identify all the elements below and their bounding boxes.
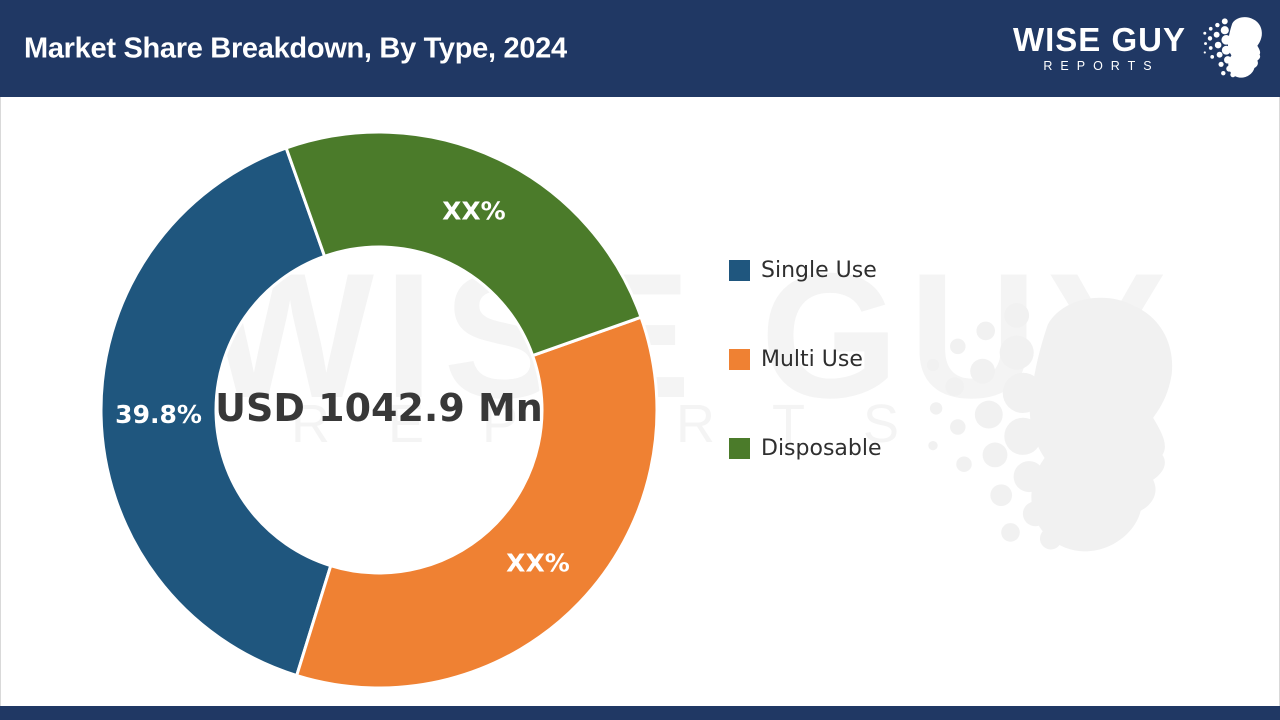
legend-label-disposable: Disposable — [761, 436, 882, 461]
legend-swatch-single-use — [729, 260, 750, 281]
slice-label-multi-use: XX% — [506, 548, 570, 577]
legend-item-multi-use: Multi Use — [729, 347, 882, 372]
wiseguy-logo: WISE GUY REPORTS — [1013, 10, 1264, 86]
legend-label-multi-use: Multi Use — [761, 347, 863, 372]
chart-legend: Single Use Multi Use Disposable — [729, 258, 882, 461]
slice-label-disposable: XX% — [442, 196, 506, 225]
donut-center-value: USD 1042.9 Mn — [215, 386, 543, 430]
legend-swatch-multi-use — [729, 349, 750, 370]
logo-brand-subtitle: REPORTS — [1043, 59, 1160, 74]
legend-item-disposable: Disposable — [729, 436, 882, 461]
legend-label-single-use: Single Use — [761, 258, 877, 283]
wiseguy-logo-text: WISE GUY REPORTS — [1013, 23, 1186, 73]
slice-label-single-use: 39.8% — [115, 400, 202, 429]
legend-item-single-use: Single Use — [729, 258, 882, 283]
chart-canvas: WISE GUY REPORTS 39.8%XX%XX% USD 1042.9 … — [0, 97, 1280, 706]
donut-slice-multi-use — [295, 315, 659, 690]
footer-bar — [0, 706, 1280, 720]
legend-swatch-disposable — [729, 438, 750, 459]
logo-brand-name: WISE GUY — [1012, 21, 1186, 59]
donut-slice-single-use — [99, 146, 333, 678]
wiseguy-face-dots-icon — [1203, 17, 1262, 78]
donut-slice-disposable — [284, 130, 643, 358]
page-title: Market Share Breakdown, By Type, 2024 — [24, 32, 567, 64]
donut-chart: 39.8% XX% XX% — [99, 130, 659, 690]
header-bar: Market Share Breakdown, By Type, 2024 WI… — [0, 0, 1280, 97]
